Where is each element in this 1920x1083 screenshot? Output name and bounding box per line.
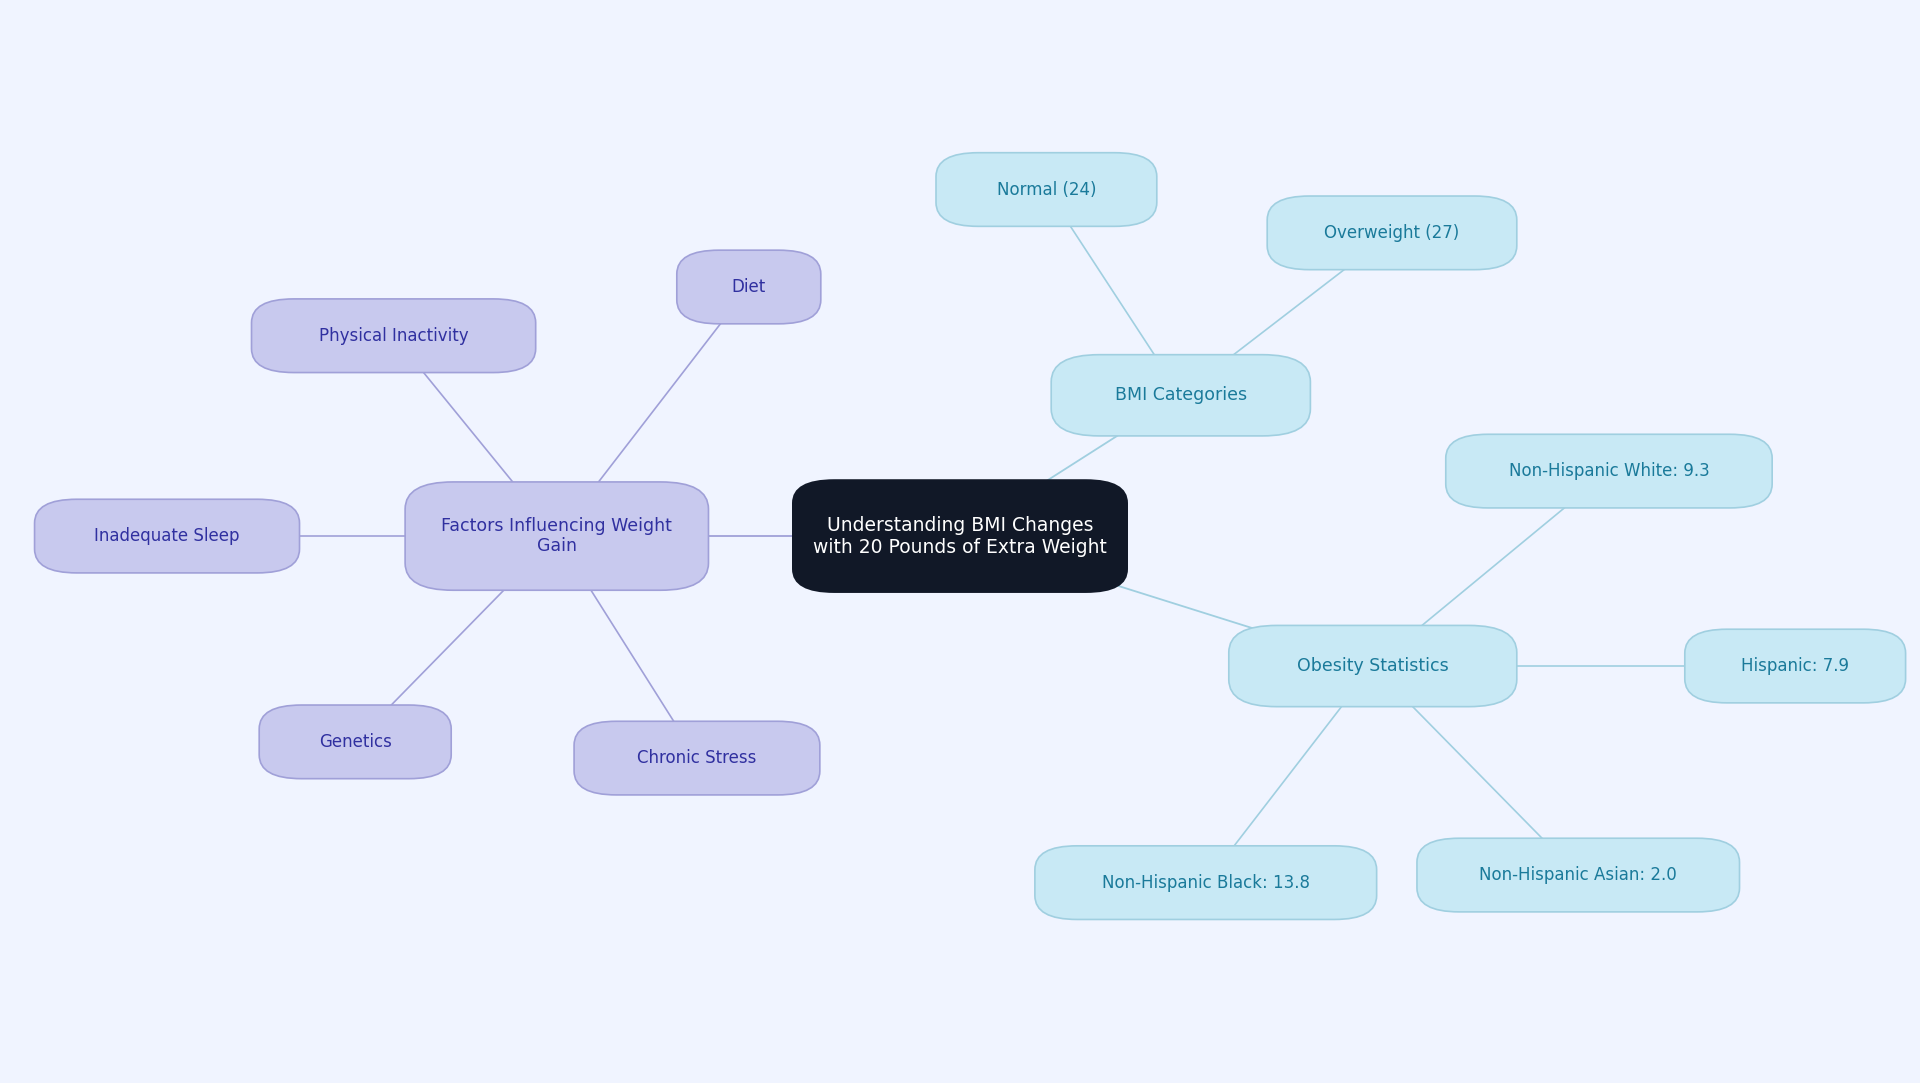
FancyBboxPatch shape: [791, 479, 1127, 593]
FancyBboxPatch shape: [1052, 355, 1309, 435]
FancyBboxPatch shape: [574, 721, 820, 795]
Text: Genetics: Genetics: [319, 733, 392, 751]
Text: Non-Hispanic Black: 13.8: Non-Hispanic Black: 13.8: [1102, 874, 1309, 891]
Text: Normal (24): Normal (24): [996, 181, 1096, 198]
Text: Chronic Stress: Chronic Stress: [637, 749, 756, 767]
FancyBboxPatch shape: [1686, 629, 1905, 703]
Text: Diet: Diet: [732, 278, 766, 296]
FancyBboxPatch shape: [259, 705, 451, 779]
FancyBboxPatch shape: [1035, 846, 1377, 919]
Text: Physical Inactivity: Physical Inactivity: [319, 327, 468, 344]
Text: BMI Categories: BMI Categories: [1116, 387, 1246, 404]
FancyBboxPatch shape: [35, 499, 300, 573]
FancyBboxPatch shape: [1446, 434, 1772, 508]
Text: Non-Hispanic Asian: 2.0: Non-Hispanic Asian: 2.0: [1480, 866, 1676, 884]
Text: Non-Hispanic White: 9.3: Non-Hispanic White: 9.3: [1509, 462, 1709, 480]
FancyBboxPatch shape: [678, 250, 822, 324]
Text: Factors Influencing Weight
Gain: Factors Influencing Weight Gain: [442, 517, 672, 556]
FancyBboxPatch shape: [937, 153, 1156, 226]
FancyBboxPatch shape: [1417, 838, 1740, 912]
Text: Obesity Statistics: Obesity Statistics: [1296, 657, 1450, 675]
Text: Overweight (27): Overweight (27): [1325, 224, 1459, 242]
Text: Hispanic: 7.9: Hispanic: 7.9: [1741, 657, 1849, 675]
FancyBboxPatch shape: [1229, 625, 1517, 706]
Text: Inadequate Sleep: Inadequate Sleep: [94, 527, 240, 545]
FancyBboxPatch shape: [252, 299, 536, 373]
Text: Understanding BMI Changes
with 20 Pounds of Extra Weight: Understanding BMI Changes with 20 Pounds…: [812, 516, 1108, 557]
FancyBboxPatch shape: [405, 482, 708, 590]
FancyBboxPatch shape: [1267, 196, 1517, 270]
